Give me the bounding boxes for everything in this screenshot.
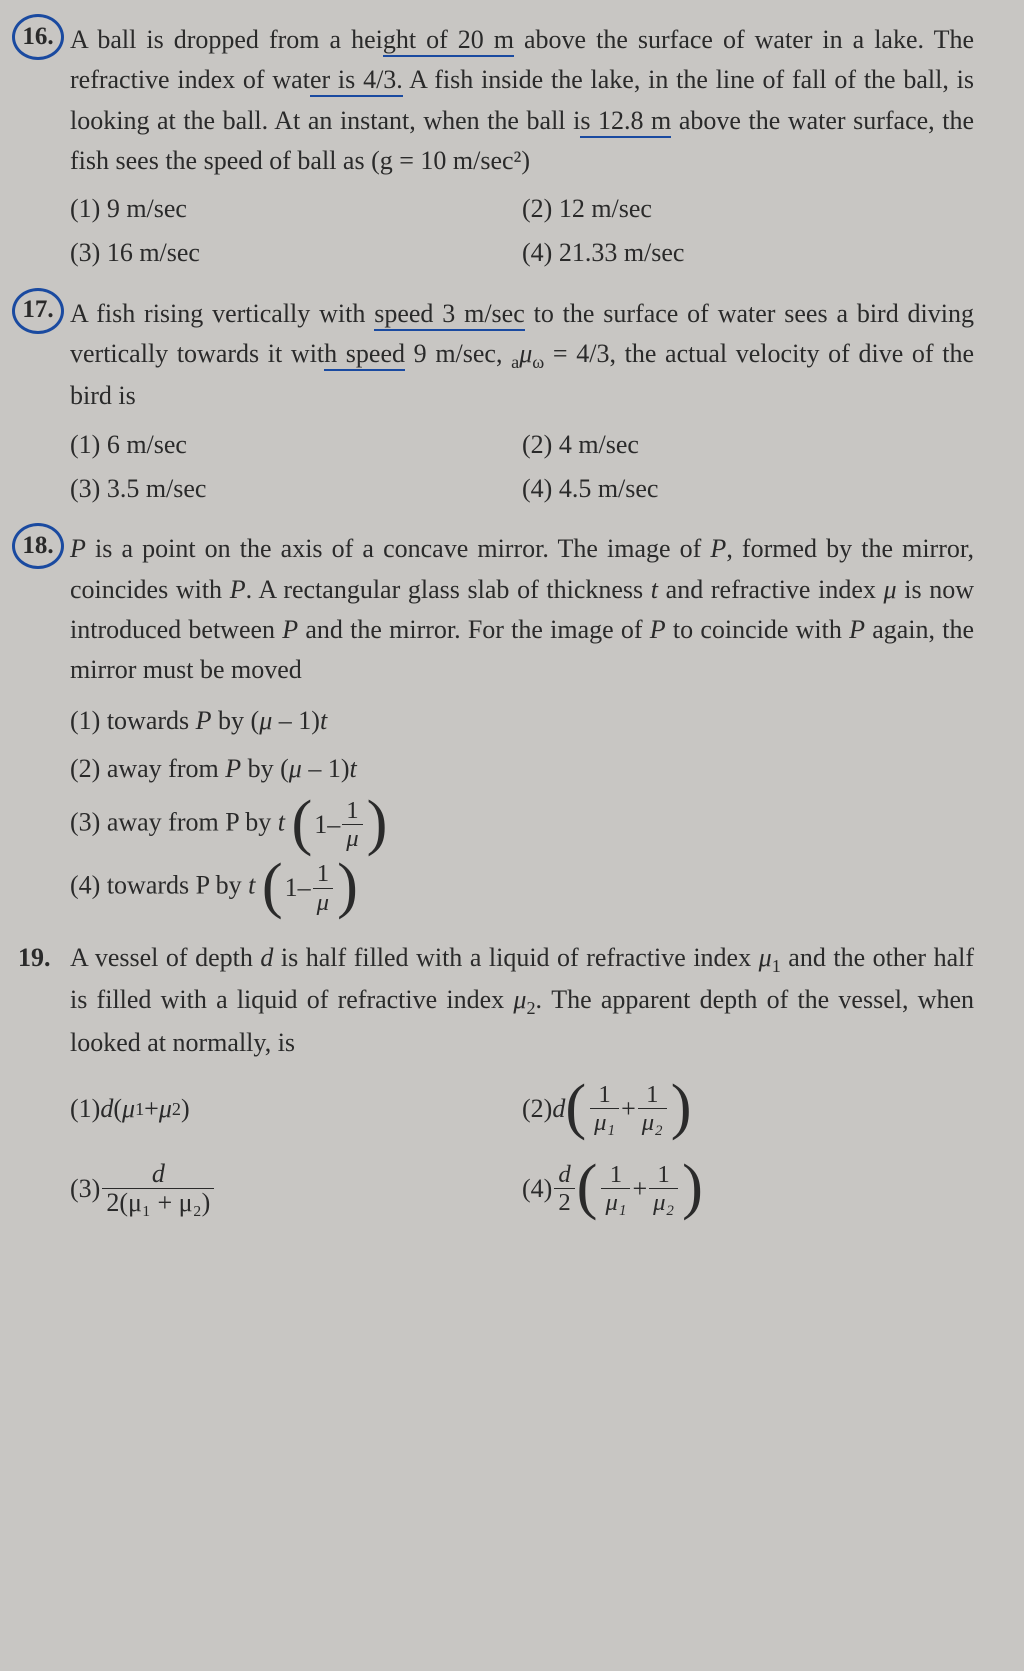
one-minus: 1– — [285, 868, 311, 908]
coef-fraction: d2 — [554, 1161, 574, 1216]
fraction-1: 1μ₁ — [590, 1081, 619, 1136]
option-4: (4) 4.5 m/sec — [522, 467, 974, 511]
question-number-circle: 16. — [12, 14, 64, 60]
numerator: 1 — [649, 1161, 678, 1189]
fraction: 1μ — [313, 860, 333, 915]
numerator: 1 — [590, 1081, 619, 1109]
option-2: (2) 12 m/sec — [522, 187, 974, 231]
denominator: μ₂ — [638, 1109, 667, 1136]
denominator: μ — [342, 825, 362, 852]
numerator: d — [554, 1161, 574, 1189]
one-minus: 1– — [314, 805, 340, 845]
options-row: (1) 9 m/sec (2) 12 m/sec (3) 16 m/sec (4… — [70, 187, 974, 276]
option-4: (4) towards P by t 1–1μ — [70, 856, 974, 919]
text-part: 9 m/sec, — [405, 339, 511, 368]
numerator: 1 — [342, 797, 362, 825]
question-18: 18. P is a point on the axis of a concav… — [70, 529, 974, 919]
option-4-prefix: (4) towards P by — [70, 871, 248, 900]
options-grid: (1) d(μ1 + μ2) (2) d 1μ₁+1μ₂ (3) d2(μ₁ +… — [70, 1069, 974, 1229]
option-1: (1) 9 m/sec — [70, 187, 522, 231]
option-4: (4) d2 1μ₁+1μ₂ — [522, 1149, 974, 1229]
options-col: (1) towards P by (μ – 1)t (2) away from … — [70, 697, 974, 920]
underline-distance: s 12.8 m — [580, 106, 671, 138]
text-part: A fish rising vertically with — [70, 299, 374, 328]
option-3: (3) 16 m/sec — [70, 231, 522, 275]
underline-height: ght of 20 m — [383, 25, 514, 57]
option-3-t: t — [278, 808, 285, 837]
paren-expr: 1–1μ — [291, 797, 387, 852]
fraction-2: 1μ₂ — [649, 1161, 678, 1216]
question-text: A fish rising vertically with speed 3 m/… — [70, 294, 974, 417]
option-4-t: t — [248, 871, 255, 900]
fraction-2: 1μ₂ — [638, 1081, 667, 1136]
subscript-a: a — [511, 352, 519, 372]
plus: + — [632, 1169, 647, 1209]
option-2-d: d — [552, 1089, 565, 1129]
question-number: 19. — [18, 938, 51, 978]
denominator: μ₁ — [601, 1189, 630, 1216]
plus: + — [621, 1089, 636, 1129]
option-2: (2) 4 m/sec — [522, 423, 974, 467]
option-1: (1) 6 m/sec — [70, 423, 522, 467]
numerator: 1 — [313, 860, 333, 888]
underline-index: er is 4/3. — [310, 65, 403, 97]
underline-speed2: h speed — [324, 339, 405, 371]
underline-speed: speed 3 m/sec — [374, 299, 525, 331]
option-3-prefix: (3) — [70, 1169, 100, 1209]
question-17: 17. A fish rising vertically with speed … — [70, 294, 974, 512]
fraction: d2(μ₁ + μ₂) — [102, 1160, 214, 1218]
numerator: d — [102, 1160, 214, 1190]
option-3: (3) d2(μ₁ + μ₂) — [70, 1149, 522, 1229]
option-3-prefix: (3) away from P by — [70, 808, 278, 837]
paren-expr: 1μ₁+1μ₂ — [577, 1161, 703, 1216]
mu-symbol: μ — [519, 339, 532, 368]
option-2: (2) d 1μ₁+1μ₂ — [522, 1069, 974, 1149]
question-text: P is a point on the axis of a concave mi… — [70, 529, 974, 690]
option-3: (3) away from P by t 1–1μ — [70, 793, 974, 856]
option-1: (1) towards P by (μ – 1)t — [70, 697, 974, 745]
option-4: (4) 21.33 m/sec — [522, 231, 974, 275]
paren-expr: 1–1μ — [262, 860, 358, 915]
subscript-omega: ω — [532, 352, 544, 372]
denominator: μ — [313, 889, 333, 916]
question-16: 16. A ball is dropped from a height of 2… — [70, 20, 974, 276]
question-number-circle: 17. — [12, 288, 64, 334]
fraction-1: 1μ₁ — [601, 1161, 630, 1216]
denominator: 2(μ₁ + μ₂) — [102, 1189, 214, 1218]
question-19: 19. A vessel of depth d is half filled w… — [70, 938, 974, 1229]
numerator: 1 — [601, 1161, 630, 1189]
denominator: μ₂ — [649, 1189, 678, 1216]
question-number-circle: 18. — [12, 523, 64, 569]
denominator: μ₁ — [590, 1109, 619, 1136]
denominator: 2 — [554, 1189, 574, 1216]
options-row: (1) 6 m/sec (2) 4 m/sec (3) 3.5 m/sec (4… — [70, 423, 974, 512]
text-part: A ball is dropped from a hei — [70, 25, 383, 54]
question-text: A vessel of depth d is half filled with … — [70, 938, 974, 1063]
question-text: A ball is dropped from a height of 20 m … — [70, 20, 974, 181]
option-3: (3) 3.5 m/sec — [70, 467, 522, 511]
numerator: 1 — [638, 1081, 667, 1109]
option-2: (2) away from P by (μ – 1)t — [70, 745, 974, 793]
option-2-prefix: (2) — [522, 1089, 552, 1129]
fraction: 1μ — [342, 797, 362, 852]
option-1: (1) d(μ1 + μ2) — [70, 1069, 522, 1149]
option-4-prefix: (4) — [522, 1169, 552, 1209]
paren-expr: 1μ₁+1μ₂ — [565, 1081, 691, 1136]
